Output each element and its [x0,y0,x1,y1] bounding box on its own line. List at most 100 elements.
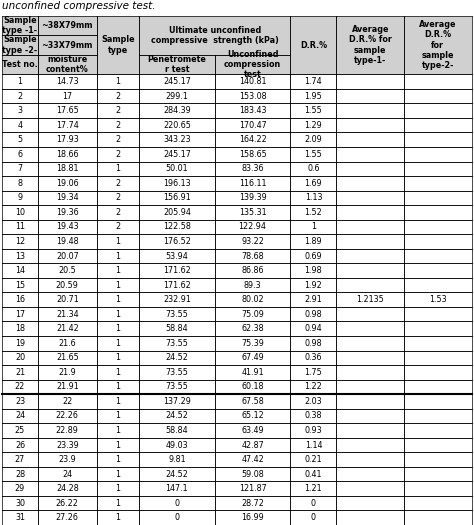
Bar [37,510,97,525]
Text: 1.52: 1.52 [304,208,322,217]
Bar [139,191,215,205]
Text: 63.49: 63.49 [241,426,264,435]
Text: 139.39: 139.39 [239,193,266,203]
Text: 232.91: 232.91 [163,295,191,304]
Bar [97,16,139,75]
Bar [404,191,472,205]
Text: 21.9: 21.9 [58,368,76,377]
Text: 1: 1 [116,368,120,377]
Bar [404,467,472,481]
Bar [291,118,337,132]
Bar [215,249,291,264]
Text: 156.91: 156.91 [163,193,191,203]
Bar [291,147,337,162]
Text: 116.11: 116.11 [239,179,266,188]
Bar [37,234,97,249]
Bar [215,380,291,394]
Text: 67.58: 67.58 [241,397,264,406]
Text: 17: 17 [62,92,73,101]
Bar [337,132,404,147]
Bar [291,249,337,264]
Text: 183.43: 183.43 [239,106,266,115]
Bar [139,496,215,510]
Bar [97,205,139,219]
Bar [139,307,215,321]
Text: 1: 1 [116,266,120,275]
Bar [37,162,97,176]
Text: 93.22: 93.22 [241,237,264,246]
Text: 135.31: 135.31 [239,208,266,217]
Text: 23: 23 [15,397,25,406]
Text: 1: 1 [116,295,120,304]
Bar [404,278,472,292]
Text: 17: 17 [15,310,25,319]
Bar [37,103,97,118]
Bar [337,205,404,219]
Bar [404,394,472,408]
Bar [404,336,472,351]
Text: 0.93: 0.93 [305,426,322,435]
Text: 27.26: 27.26 [56,513,79,522]
Bar [291,408,337,423]
Bar [139,292,215,307]
Bar [2,408,37,423]
Bar [291,162,337,176]
Bar [2,351,37,365]
Text: 1.98: 1.98 [305,266,322,275]
Text: 14.73: 14.73 [56,77,79,86]
Text: 9.81: 9.81 [168,455,186,464]
Bar [404,510,472,525]
Bar [291,264,337,278]
Text: 1: 1 [116,339,120,348]
Bar [97,496,139,510]
Text: 1: 1 [116,499,120,508]
Text: 284.39: 284.39 [163,106,191,115]
Text: 24: 24 [15,412,25,421]
Text: 8: 8 [18,179,22,188]
Text: 2: 2 [116,223,120,232]
Text: 2: 2 [116,208,120,217]
Text: 153.08: 153.08 [239,92,266,101]
Text: 1: 1 [116,251,120,260]
Bar [404,176,472,191]
Bar [2,453,37,467]
Bar [139,365,215,380]
Text: 3: 3 [18,106,22,115]
Bar [97,423,139,438]
Bar [97,307,139,321]
Text: 2: 2 [116,135,120,144]
Bar [291,307,337,321]
Bar [215,438,291,453]
Text: 86.86: 86.86 [241,266,264,275]
Bar [337,365,404,380]
Bar [215,219,291,234]
Text: 20.07: 20.07 [56,251,79,260]
Bar [291,481,337,496]
Bar [37,219,97,234]
Text: 220.65: 220.65 [163,121,191,130]
Bar [337,423,404,438]
Bar [337,292,404,307]
Text: 1: 1 [116,281,120,290]
Text: 65.12: 65.12 [241,412,264,421]
Bar [291,132,337,147]
Text: 0.98: 0.98 [305,339,322,348]
Bar [139,162,215,176]
Text: 1.74: 1.74 [305,77,322,86]
Text: 1: 1 [18,77,22,86]
Text: 24.52: 24.52 [165,353,188,362]
Bar [291,467,337,481]
Text: 122.58: 122.58 [163,223,191,232]
Bar [37,132,97,147]
Bar [97,162,139,176]
Text: 343.23: 343.23 [163,135,191,144]
Bar [37,118,97,132]
Bar [337,278,404,292]
Text: 0.6: 0.6 [307,164,319,173]
Bar [215,75,291,89]
Bar [139,147,215,162]
Bar [97,438,139,453]
Bar [97,75,139,89]
Bar [337,481,404,496]
Bar [97,278,139,292]
